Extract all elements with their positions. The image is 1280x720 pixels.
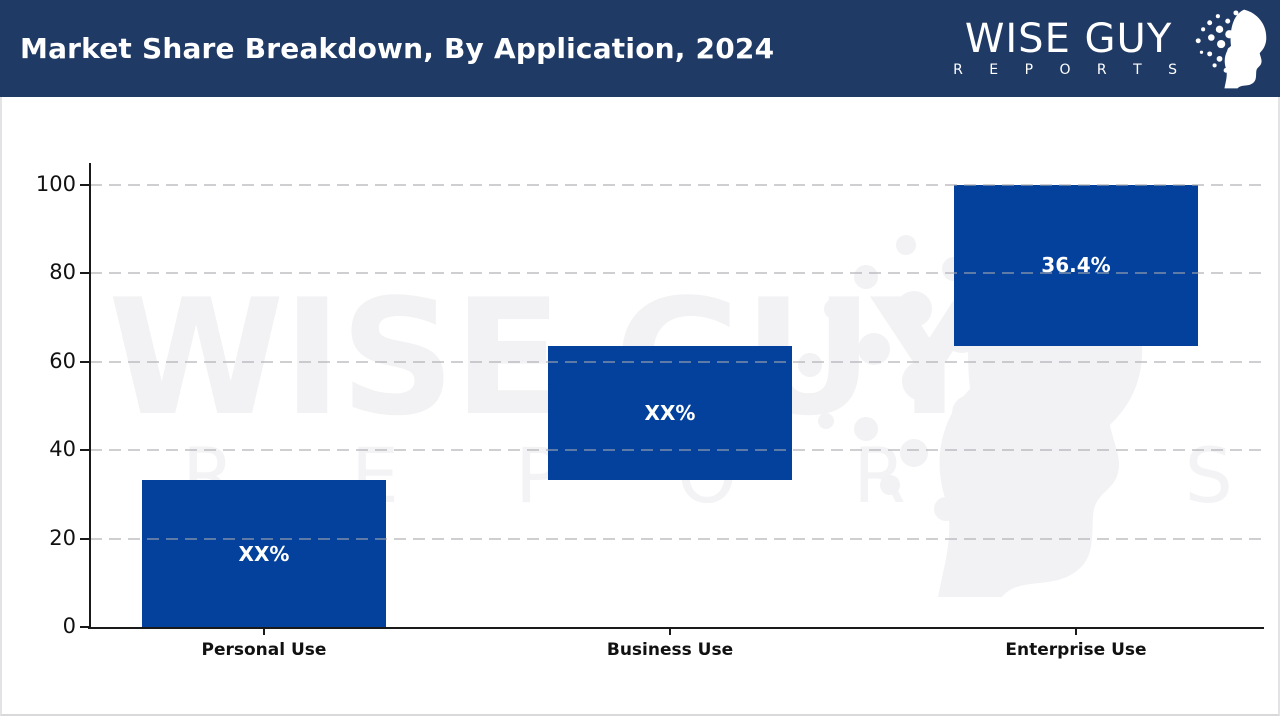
x-category-label-enterprise-use: Enterprise Use: [1005, 640, 1147, 660]
y-tick-label-80: 80: [49, 260, 76, 285]
header-band: Market Share Breakdown, By Application, …: [0, 0, 1280, 97]
x-category-label-business-use: Business Use: [606, 640, 734, 660]
x-axis-line: [88, 627, 1264, 629]
gridline-y-80: [90, 272, 1262, 275]
y-tick-label-0: 0: [62, 614, 76, 638]
y-tick-20: [80, 537, 89, 540]
page-title: Market Share Breakdown, By Application, …: [20, 32, 775, 65]
y-tick-40: [80, 449, 89, 452]
gridline-y-60: [90, 360, 1262, 363]
chart-frame: [0, 97, 1280, 716]
y-tick-label-60: 60: [49, 348, 76, 373]
bar-business-use: XX%: [548, 345, 792, 481]
brand-logo-text: WISE GUY R E P O R T S: [949, 19, 1188, 78]
face-dots-icon: [1195, 9, 1267, 88]
bar-value-label-personal-use: XX%: [238, 541, 290, 566]
y-tick-100: [80, 184, 89, 186]
y-tick-label-20: 20: [49, 525, 76, 550]
y-tick-label-100: 100: [35, 172, 76, 196]
x-tick-personal-use: [263, 627, 265, 635]
gridline-y-20: [90, 537, 1262, 540]
x-tick-business-use: [669, 627, 671, 635]
y-tick-label-40: 40: [49, 437, 76, 462]
y-axis-line: [89, 163, 91, 629]
brand-name: WISE GUY: [964, 16, 1173, 62]
gridline-y-100: [90, 184, 1262, 186]
y-tick-60: [80, 360, 89, 363]
x-category-label-personal-use: Personal Use: [201, 640, 327, 660]
brand-logo: WISE GUY R E P O R T S: [949, 0, 1272, 97]
x-tick-enterprise-use: [1075, 627, 1077, 635]
gridline-y-40: [90, 449, 1262, 452]
bar-enterprise-use: 36.4%: [954, 185, 1198, 346]
y-tick-0: [80, 626, 89, 628]
y-tick-80: [80, 272, 89, 275]
bar-value-label-business-use: XX%: [644, 401, 696, 426]
brand-subtitle: R E P O R T S: [953, 62, 1188, 78]
bar-personal-use: XX%: [142, 480, 386, 627]
